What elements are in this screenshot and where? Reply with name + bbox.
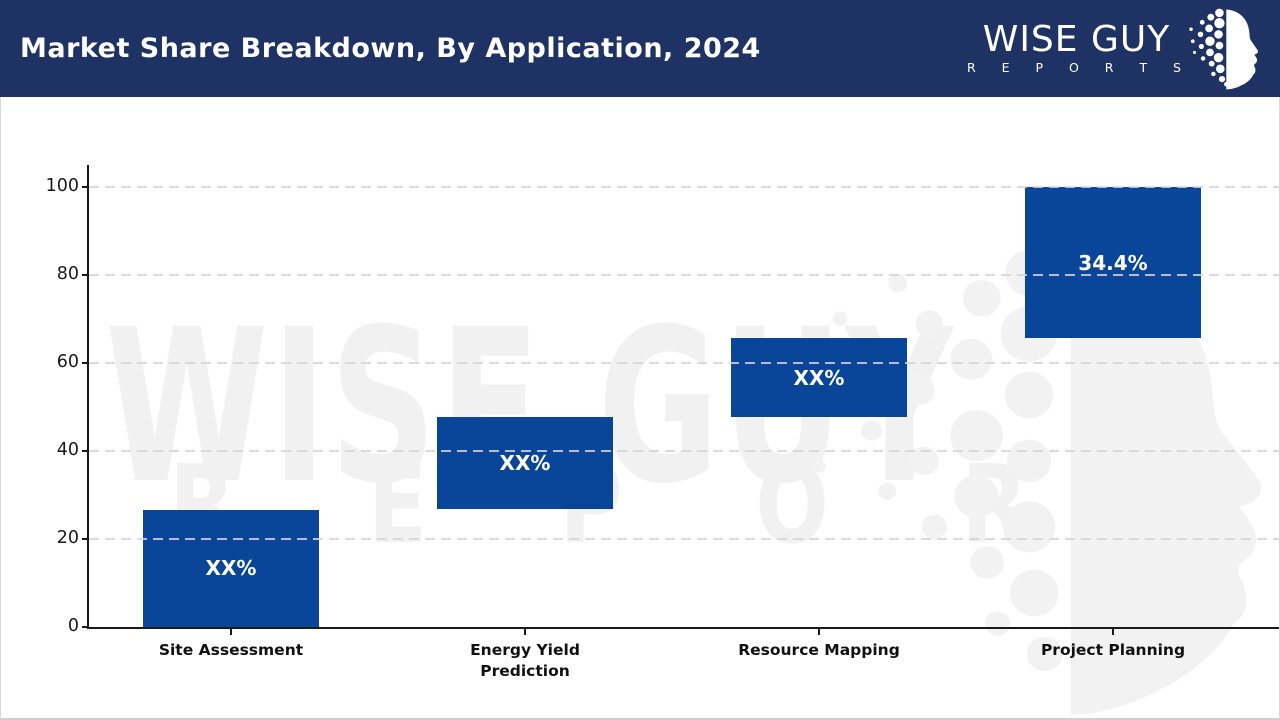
bar-value-label: XX% (793, 365, 845, 390)
x-tick-mark (1112, 629, 1114, 635)
y-tick-mark (82, 450, 89, 452)
y-tick-label: 20 (56, 528, 79, 548)
wiseguy-face-icon (1189, 8, 1258, 89)
logo-wordmark: WISE GUY (982, 19, 1171, 60)
category-label: Resource Mapping (738, 641, 900, 659)
category-label: Site Assessment (158, 641, 304, 659)
y-tick-label: 60 (56, 352, 79, 372)
y-tick-mark (82, 274, 89, 276)
y-tick-mark (82, 186, 89, 188)
x-tick-mark (230, 629, 232, 635)
header-bar: Market Share Breakdown, By Application, … (0, 0, 1280, 97)
x-axis (87, 627, 1279, 629)
logo-subtitle: R E P O R T S (966, 60, 1192, 75)
y-tick-label: 0 (67, 616, 79, 636)
y-gridline (89, 538, 1279, 540)
y-tick-mark (82, 538, 89, 540)
bar-segment: XX% (731, 337, 907, 418)
face-watermark (812, 250, 1262, 715)
y-tick-label: 80 (56, 264, 79, 284)
bar-value-label: XX% (499, 451, 551, 476)
bar-segment: XX% (437, 417, 613, 510)
y-axis (87, 165, 89, 629)
wiseguy-logo: WISE GUY R E P O R T S (961, 6, 1266, 92)
y-tick-mark (82, 362, 89, 364)
category-label: Project Planning (1040, 641, 1186, 659)
y-tick-label: 40 (56, 440, 79, 460)
logo-text: WISE GUY R E P O R T S (961, 19, 1192, 76)
page-title: Market Share Breakdown, By Application, … (20, 33, 761, 64)
bar-segment: XX% (143, 509, 319, 627)
y-gridline (89, 362, 1279, 364)
y-tick-mark (82, 626, 89, 628)
y-gridline (89, 274, 1279, 276)
x-tick-mark (818, 629, 820, 635)
y-gridline (89, 186, 1279, 188)
bar-value-label: XX% (205, 556, 257, 581)
y-gridline (89, 450, 1279, 452)
y-tick-label: 100 (45, 176, 79, 196)
x-tick-mark (524, 629, 526, 635)
category-label: Energy Yield Prediction (470, 641, 580, 680)
bar-segment: 34.4% (1025, 187, 1201, 339)
chart-area: WISE GUY R E P O R T S 020406080100XX%XX… (0, 97, 1280, 720)
bar-value-label: 34.4% (1078, 250, 1148, 275)
